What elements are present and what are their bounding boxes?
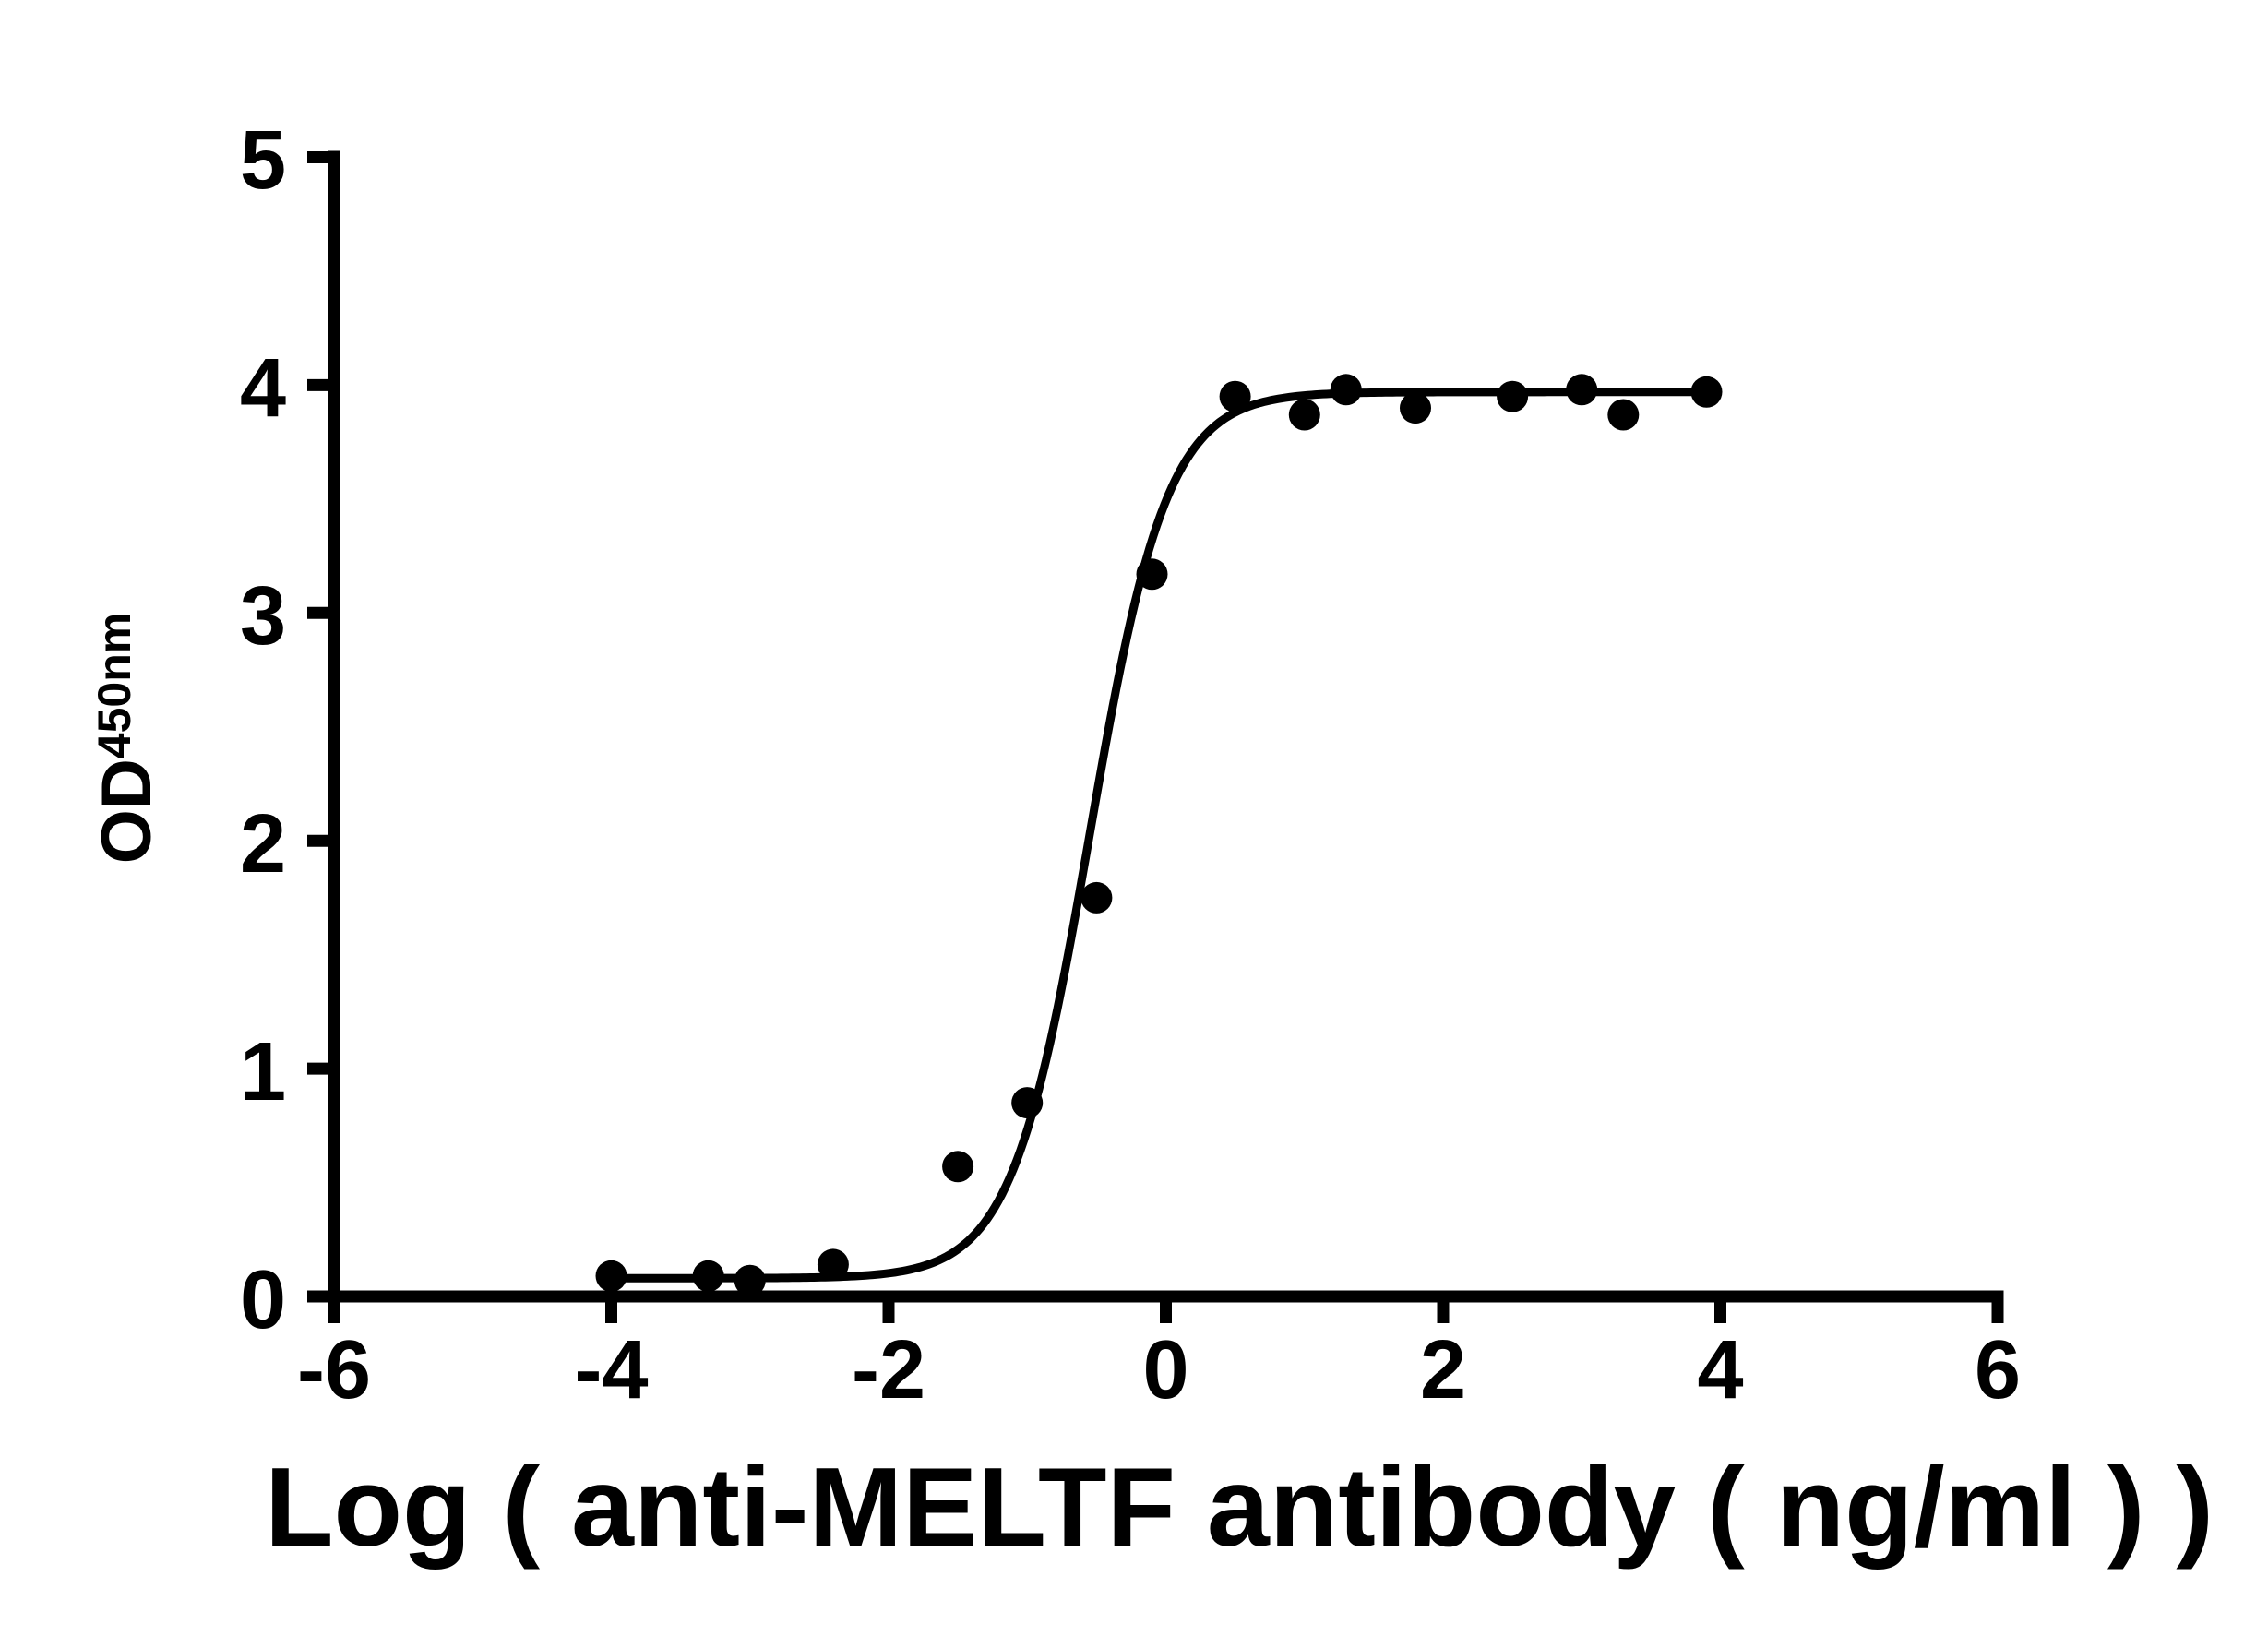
svg-text:2: 2 [1420, 1324, 1466, 1416]
svg-text:4: 4 [240, 342, 286, 435]
svg-text:0: 0 [1142, 1324, 1188, 1416]
svg-text:1: 1 [240, 1026, 286, 1118]
svg-text:5: 5 [240, 114, 286, 207]
svg-text:Log ( anti-MELTF antibody ( ng: Log ( anti-MELTF antibody ( ng/ml ) ) [265, 1444, 2214, 1570]
svg-text:-2: -2 [852, 1324, 925, 1416]
svg-text:-6: -6 [297, 1324, 371, 1416]
svg-text:-4: -4 [574, 1324, 648, 1416]
svg-text:3: 3 [240, 570, 286, 663]
svg-text:4: 4 [1697, 1324, 1743, 1416]
svg-text:6: 6 [1975, 1324, 2021, 1416]
svg-text:0: 0 [240, 1254, 286, 1346]
svg-text:2: 2 [240, 798, 286, 890]
